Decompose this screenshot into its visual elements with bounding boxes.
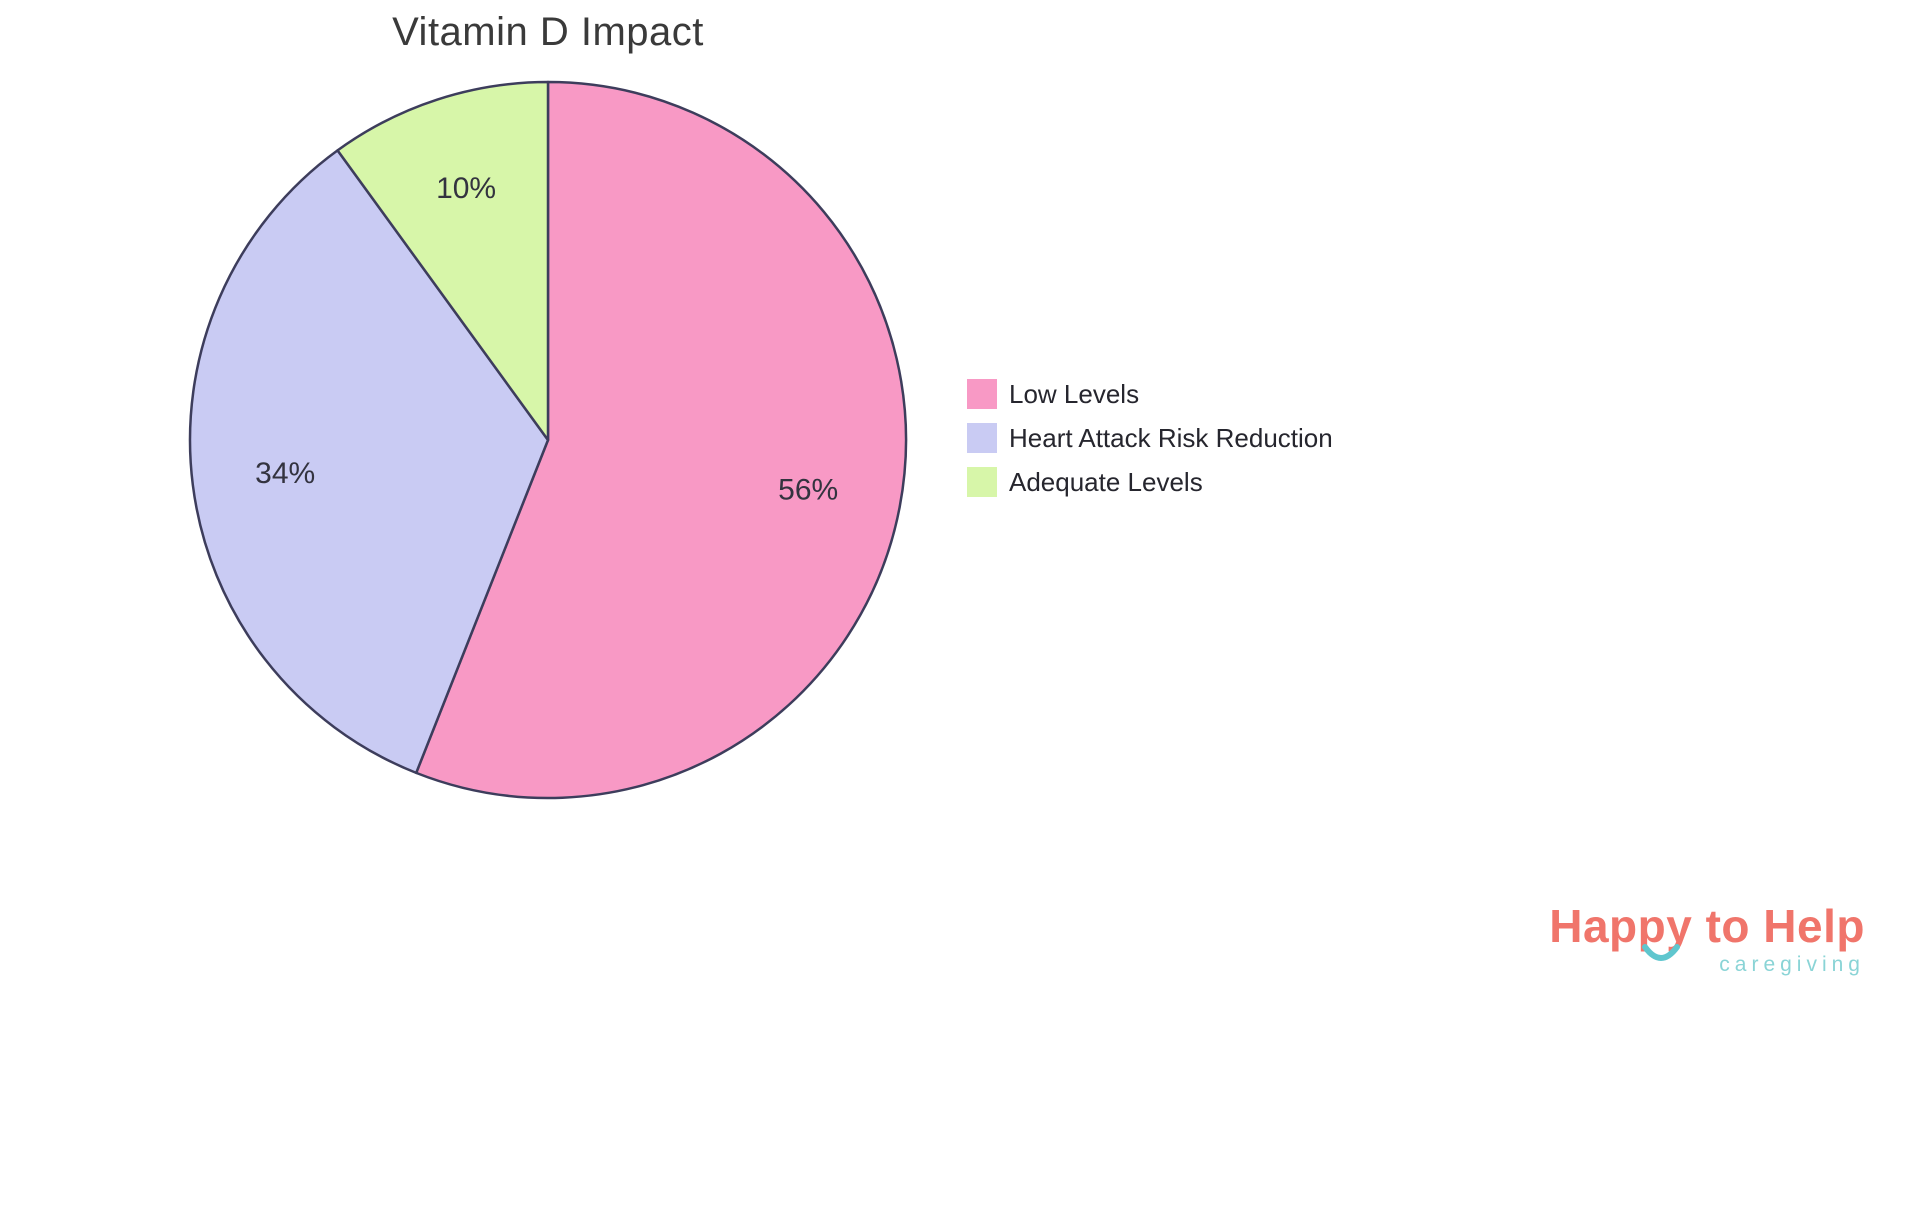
legend: Low Levels Heart Attack Risk Reduction A… — [967, 372, 1333, 504]
legend-swatch-low-levels — [967, 379, 997, 409]
legend-label: Low Levels — [1009, 378, 1140, 409]
chart-title: Vitamin D Impact — [392, 10, 704, 54]
pie-chart: 56% 34% 10% — [178, 70, 918, 810]
brand-name-text: Happy to Help — [1549, 900, 1865, 952]
legend-swatch-heart-attack-risk-reduction — [967, 423, 997, 453]
pie-slice-heart-attack-risk-reduction — [188, 149, 550, 775]
pie-slice-low-levels — [414, 80, 908, 800]
slice-percent-label: 10% — [436, 172, 496, 205]
slice-percent-label: 56% — [778, 474, 838, 507]
legend-label: Heart Attack Risk Reduction — [1009, 422, 1333, 453]
brand-logo: Happy to Help caregiving — [1549, 903, 1865, 977]
pie-slice-adequate-levels — [336, 80, 550, 442]
legend-item: Adequate Levels — [967, 460, 1333, 504]
smile-icon — [1642, 944, 1681, 961]
brand-name: Happy to Help — [1549, 900, 1865, 961]
slice-percent-label: 34% — [255, 457, 315, 490]
brand-tagline: caregiving — [1719, 953, 1865, 976]
pie-chart-svg: 56% 34% 10% — [188, 80, 908, 800]
legend-item: Low Levels — [967, 372, 1333, 416]
legend-swatch-adequate-levels — [967, 467, 997, 497]
legend-label: Adequate Levels — [1009, 466, 1203, 497]
legend-item: Heart Attack Risk Reduction — [967, 416, 1333, 460]
